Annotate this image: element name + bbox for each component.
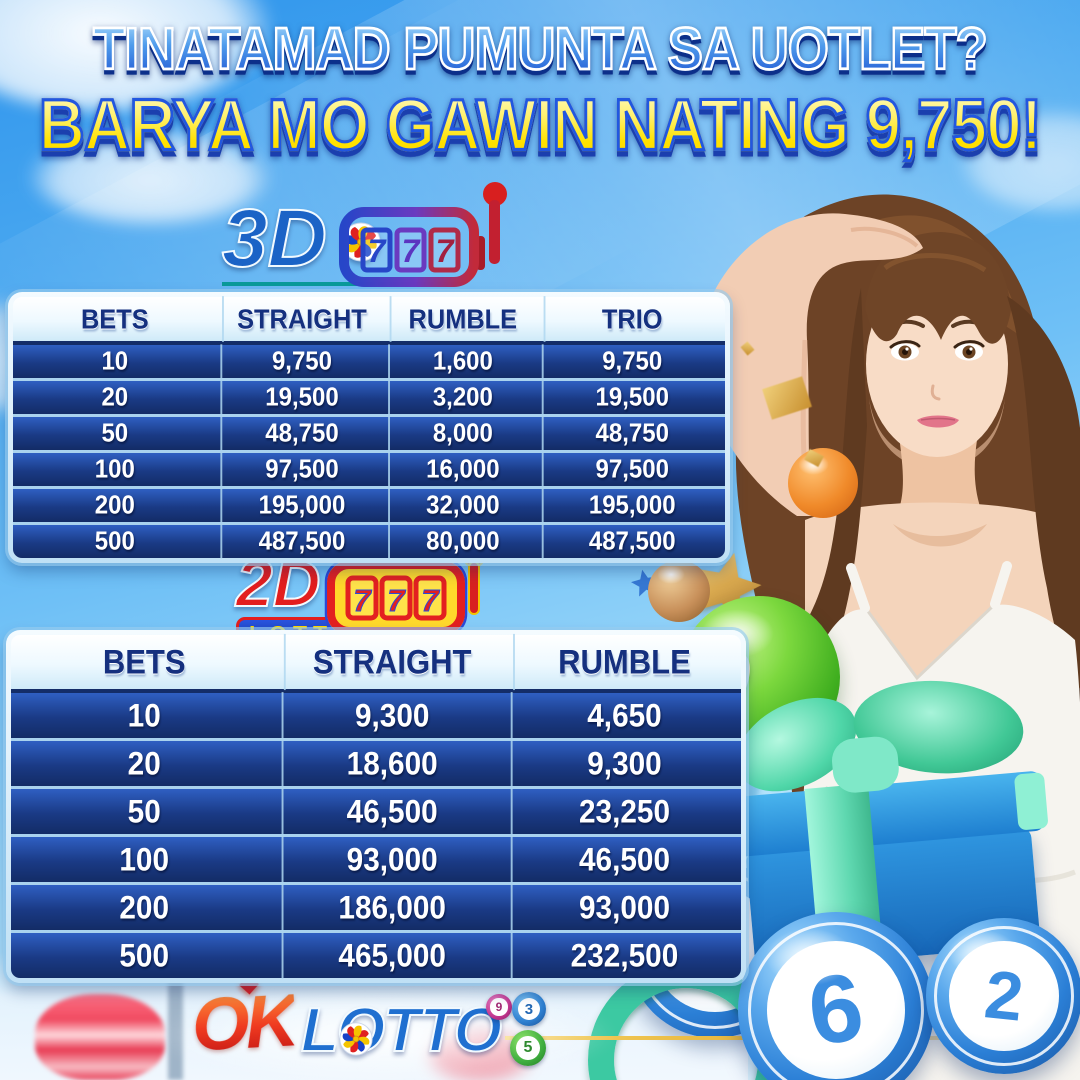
brand-lotto: LOTTO [300, 996, 503, 1065]
table-cell: 465,000 [282, 932, 501, 979]
table-cell: 19,500 [542, 380, 721, 415]
brand-ok: OK [189, 978, 298, 1067]
column-header: STRAIGHT [284, 633, 499, 691]
slot-digit: 7 [402, 233, 422, 269]
table-cell: 487,500 [542, 524, 721, 559]
blue-lotto-ball-2: 2 [926, 918, 1080, 1074]
face-features [885, 319, 989, 428]
pinwheel-icon [339, 1022, 373, 1056]
oklotto-logo: OK LOTTO 9 3 5 [192, 974, 556, 1072]
table-row: 20 18,600 9,300 [11, 738, 741, 787]
table-cell: 23,250 [510, 788, 737, 835]
table-cell: 9,300 [282, 692, 501, 739]
table-cell: 50 [127, 792, 161, 830]
table-cell: 19,500 [219, 380, 381, 415]
3d-payout-table: BETS STRAIGHT RUMBLE TRIO 10 9,750 1,600 9,750 2… [8, 292, 730, 563]
mini-ball-3: 3 [511, 992, 546, 1026]
table-cell: 200 [119, 888, 170, 926]
table-cell: 500 [119, 936, 170, 974]
table-cell: 46,500 [282, 788, 501, 835]
2d-payout-table: BETS STRAIGHT RUMBLE 10 9,300 4,650 20 18,600 9,… [6, 630, 746, 983]
table-row: 100 97,500 16,000 97,500 [13, 450, 725, 487]
table-row: 200 195,000 32,000 195,000 [13, 486, 725, 523]
orange-ball [788, 448, 858, 518]
bronze-ball [648, 560, 710, 622]
table-row: 50 46,500 23,250 [11, 786, 741, 835]
column-header: BETS [80, 302, 149, 335]
table-row: 50 48,750 8,000 48,750 [13, 414, 725, 451]
table-cell: 93,000 [282, 836, 501, 883]
table-cell: 10 [101, 346, 129, 376]
table-cell: 200 [94, 490, 135, 520]
table-cell: 97,500 [219, 452, 381, 487]
column-header: TRIO [544, 296, 719, 342]
slot-digit: 7 [368, 233, 388, 269]
table-cell: 80,000 [387, 524, 536, 559]
table-cell: 93,000 [510, 884, 737, 931]
table-cell: 97,500 [542, 452, 721, 487]
table-row: 500 465,000 232,500 [11, 930, 741, 979]
table-cell: 100 [119, 840, 170, 878]
table-cell: 18,600 [282, 740, 501, 787]
table-cell: 48,750 [542, 416, 721, 451]
table-cell: 186,000 [282, 884, 501, 931]
table-cell: 9,750 [219, 344, 381, 379]
slot-machine-777-icon: 7 7 7 [339, 182, 507, 287]
table-cell: 46,500 [510, 836, 737, 883]
column-header: BETS [102, 642, 186, 681]
slot-digit: 7 [421, 583, 440, 618]
table-cell: 4,650 [510, 692, 737, 739]
red-dome [35, 994, 165, 1080]
mini-ball-9: 9 [485, 994, 512, 1020]
column-header: STRAIGHT [221, 296, 380, 342]
table-cell: 195,000 [542, 488, 721, 523]
table-cell: 9,300 [510, 740, 737, 787]
blue-lotto-ball-6: 6 [738, 912, 934, 1080]
table-cell: 232,500 [510, 932, 737, 979]
table-row: 10 9,750 1,600 9,750 [13, 344, 725, 379]
slot-digit: 7 [436, 233, 456, 269]
column-header: RUMBLE [389, 296, 534, 342]
table-cell: 16,000 [387, 452, 536, 487]
headline-line1: TINATAMAD PUMUNTA SA UOTLET? [32, 14, 1047, 83]
table-cell: 500 [94, 526, 135, 556]
table-cell: 32,000 [387, 488, 536, 523]
table-cell: 8,000 [387, 416, 536, 451]
slot-digit: 7 [353, 583, 372, 618]
slot-digit: 7 [387, 583, 406, 618]
logo-mini-balls: 9 3 5 [485, 992, 556, 1072]
table-cell: 9,750 [542, 344, 721, 379]
table-cell: 100 [94, 454, 135, 484]
column-header: RUMBLE [512, 633, 734, 691]
table-cell: 195,000 [219, 488, 381, 523]
table-header-row: BETS STRAIGHT RUMBLE [11, 633, 741, 693]
table-cell: 20 [101, 382, 129, 412]
table-cell: 20 [127, 744, 161, 782]
table-header-row: BETS STRAIGHT RUMBLE TRIO [13, 296, 725, 345]
headline-line2: BARYA MO GAWIN NATING 9,750! [32, 83, 1047, 167]
table-cell: 48,750 [219, 416, 381, 451]
table-cell: 3,200 [387, 380, 536, 415]
table-cell: 10 [127, 696, 161, 734]
table-row: 20 19,500 3,200 19,500 [13, 378, 725, 415]
cloud [30, 128, 270, 223]
table-row: 500 487,500 80,000 487,500 [13, 522, 725, 559]
table-cell: 487,500 [219, 524, 381, 559]
table-cell: 50 [101, 418, 129, 448]
table-row: 100 93,000 46,500 [11, 834, 741, 883]
table-cell: 1,600 [387, 344, 536, 379]
mini-ball-5: 5 [509, 1030, 546, 1066]
table-row: 200 186,000 93,000 [11, 882, 741, 931]
logo-3d-text: 3D [221, 193, 328, 284]
table-row: 10 9,300 4,650 [11, 692, 741, 739]
